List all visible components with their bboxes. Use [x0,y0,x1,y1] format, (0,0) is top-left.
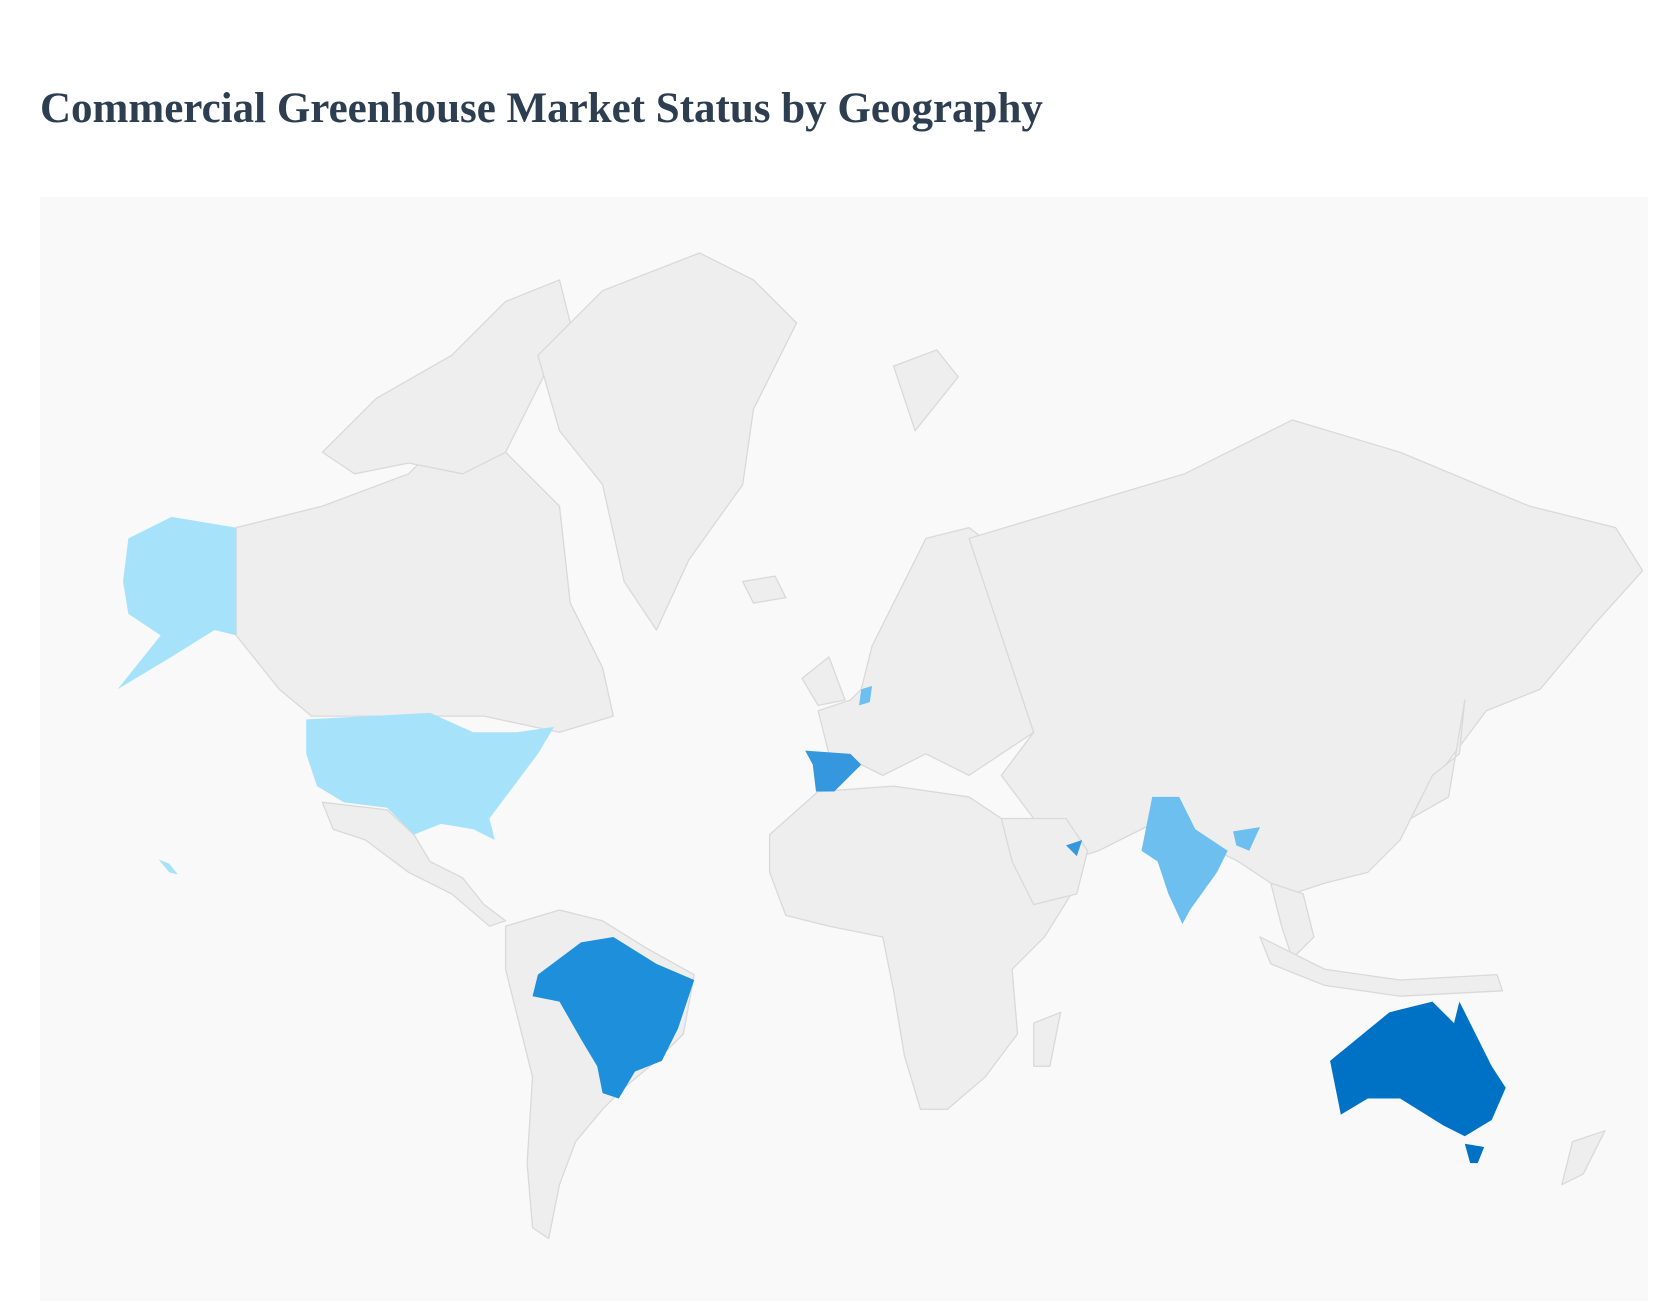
canada[interactable] [235,430,615,733]
country-uae[interactable] [1066,840,1083,857]
base-land [235,252,1644,1240]
country-spain[interactable] [805,750,862,792]
country-usa[interactable] [306,712,555,841]
highlighted-countries [117,516,1506,1164]
uk[interactable] [801,656,846,707]
map-svg [117,252,1644,1240]
page-title: Commercial Greenhouse Market Status by G… [40,85,1043,132]
arabia[interactable] [1000,817,1089,906]
country-netherlands[interactable] [859,685,873,706]
country-usa-alaska[interactable] [117,516,237,690]
europe[interactable] [817,527,1035,777]
country-brazil[interactable] [532,936,695,1099]
country-bangladesh[interactable] [1233,827,1261,851]
country-india[interactable] [1141,796,1228,925]
country-australia[interactable] [1330,1001,1506,1137]
svalbard [892,349,959,432]
new-zealand[interactable] [1561,1130,1606,1186]
africa[interactable] [768,785,1073,1110]
arctic-islands [321,279,571,475]
world-map[interactable] [40,197,1648,1301]
southeast-asia[interactable] [1270,882,1315,960]
greenland[interactable] [537,252,798,631]
country-australia-tasmania[interactable] [1464,1143,1485,1164]
japan[interactable] [1410,699,1466,820]
asia[interactable] [968,419,1644,895]
country-usa-hawaii[interactable] [158,859,178,875]
indonesia[interactable] [1259,936,1504,997]
iceland[interactable] [742,575,787,604]
madagascar[interactable] [1033,1011,1062,1067]
